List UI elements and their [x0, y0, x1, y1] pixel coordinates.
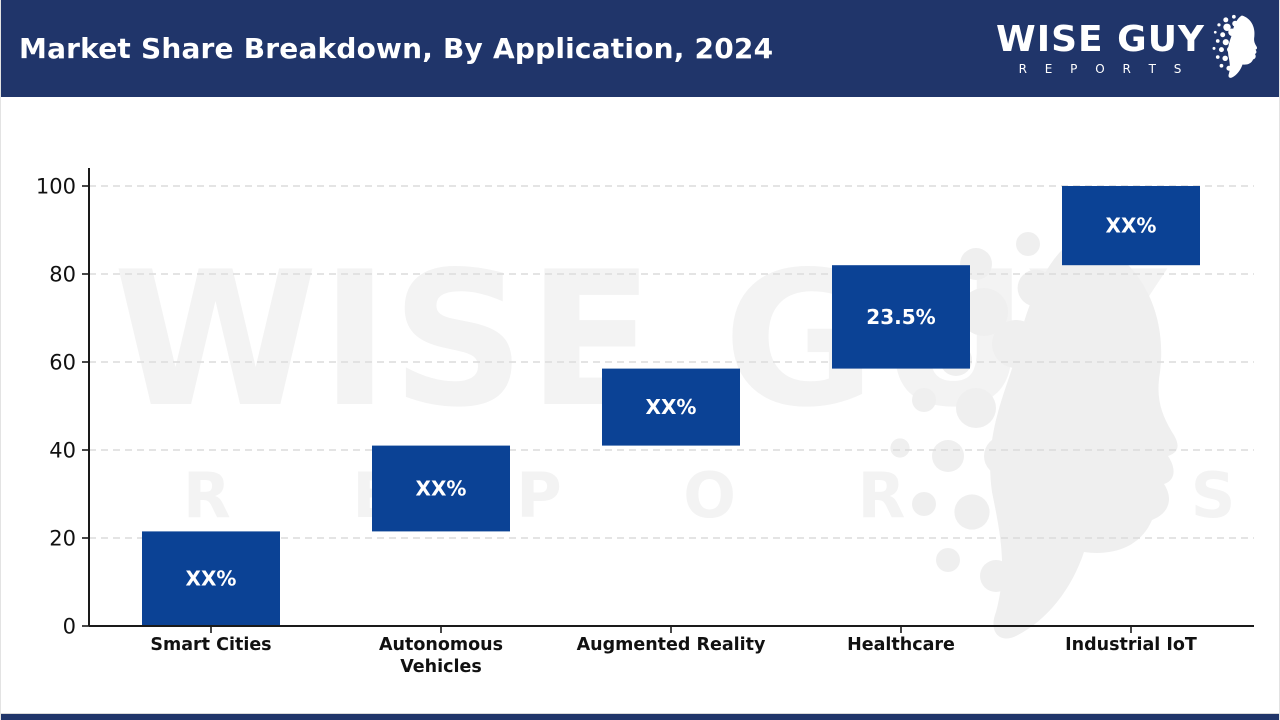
- bar-label-augmented-reality: XX%: [646, 395, 697, 419]
- y-tick-label-80: 80: [49, 263, 76, 287]
- waterfall-chart: 0 20 40 60 80 100 XX% XX% XX% 23.5% XX% Smart Citie…: [36, 168, 1254, 677]
- header-bar: Market Share Breakdown, By Application, …: [1, 0, 1279, 97]
- bar-label-smart-cities: XX%: [186, 567, 237, 591]
- x-category-label-industrial-iot: Industrial IoT: [1065, 635, 1197, 655]
- chart-title: Market Share Breakdown, By Application, …: [19, 32, 774, 65]
- bar-label-healthcare: 23.5%: [866, 305, 935, 329]
- x-category-label-smart-cities: Smart Cities: [150, 635, 271, 655]
- logo-wordmark: WISE GUY: [995, 18, 1205, 60]
- y-tick-label-100: 100: [36, 175, 76, 199]
- wiseguy-logo: WISE GUY R E P O R T S: [996, 9, 1263, 89]
- bar-smart-cities: [142, 531, 280, 626]
- y-tick-label-60: 60: [49, 351, 76, 375]
- bar-healthcare: [832, 265, 970, 369]
- footer-bar: [1, 714, 1279, 720]
- y-tick-label-0: 0: [63, 615, 76, 639]
- x-category-label-autonomous-vehicles: Autonomous Vehicles: [379, 635, 503, 677]
- bar-label-industrial-iot: XX%: [1106, 214, 1157, 238]
- chart-area: WISE GUY R E P O R T S 0 20 40 60 80 100 XX% XX…: [1, 97, 1279, 714]
- bar-augmented-reality: [602, 368, 740, 446]
- bar-industrial-iot: [1062, 186, 1200, 266]
- bar-label-autonomous-vehicles: XX%: [416, 477, 467, 501]
- y-tick-label-40: 40: [49, 439, 76, 463]
- x-category-label-healthcare: Healthcare: [847, 635, 955, 655]
- logo-face-icon: [1201, 9, 1263, 89]
- logo-subtext: R E P O R T S: [1018, 61, 1189, 76]
- logo-text: WISE GUY R E P O R T S: [995, 18, 1205, 76]
- x-category-label-augmented-reality: Augmented Reality: [577, 635, 766, 655]
- y-tick-label-20: 20: [49, 527, 76, 551]
- bar-autonomous-vehicles: [372, 445, 510, 532]
